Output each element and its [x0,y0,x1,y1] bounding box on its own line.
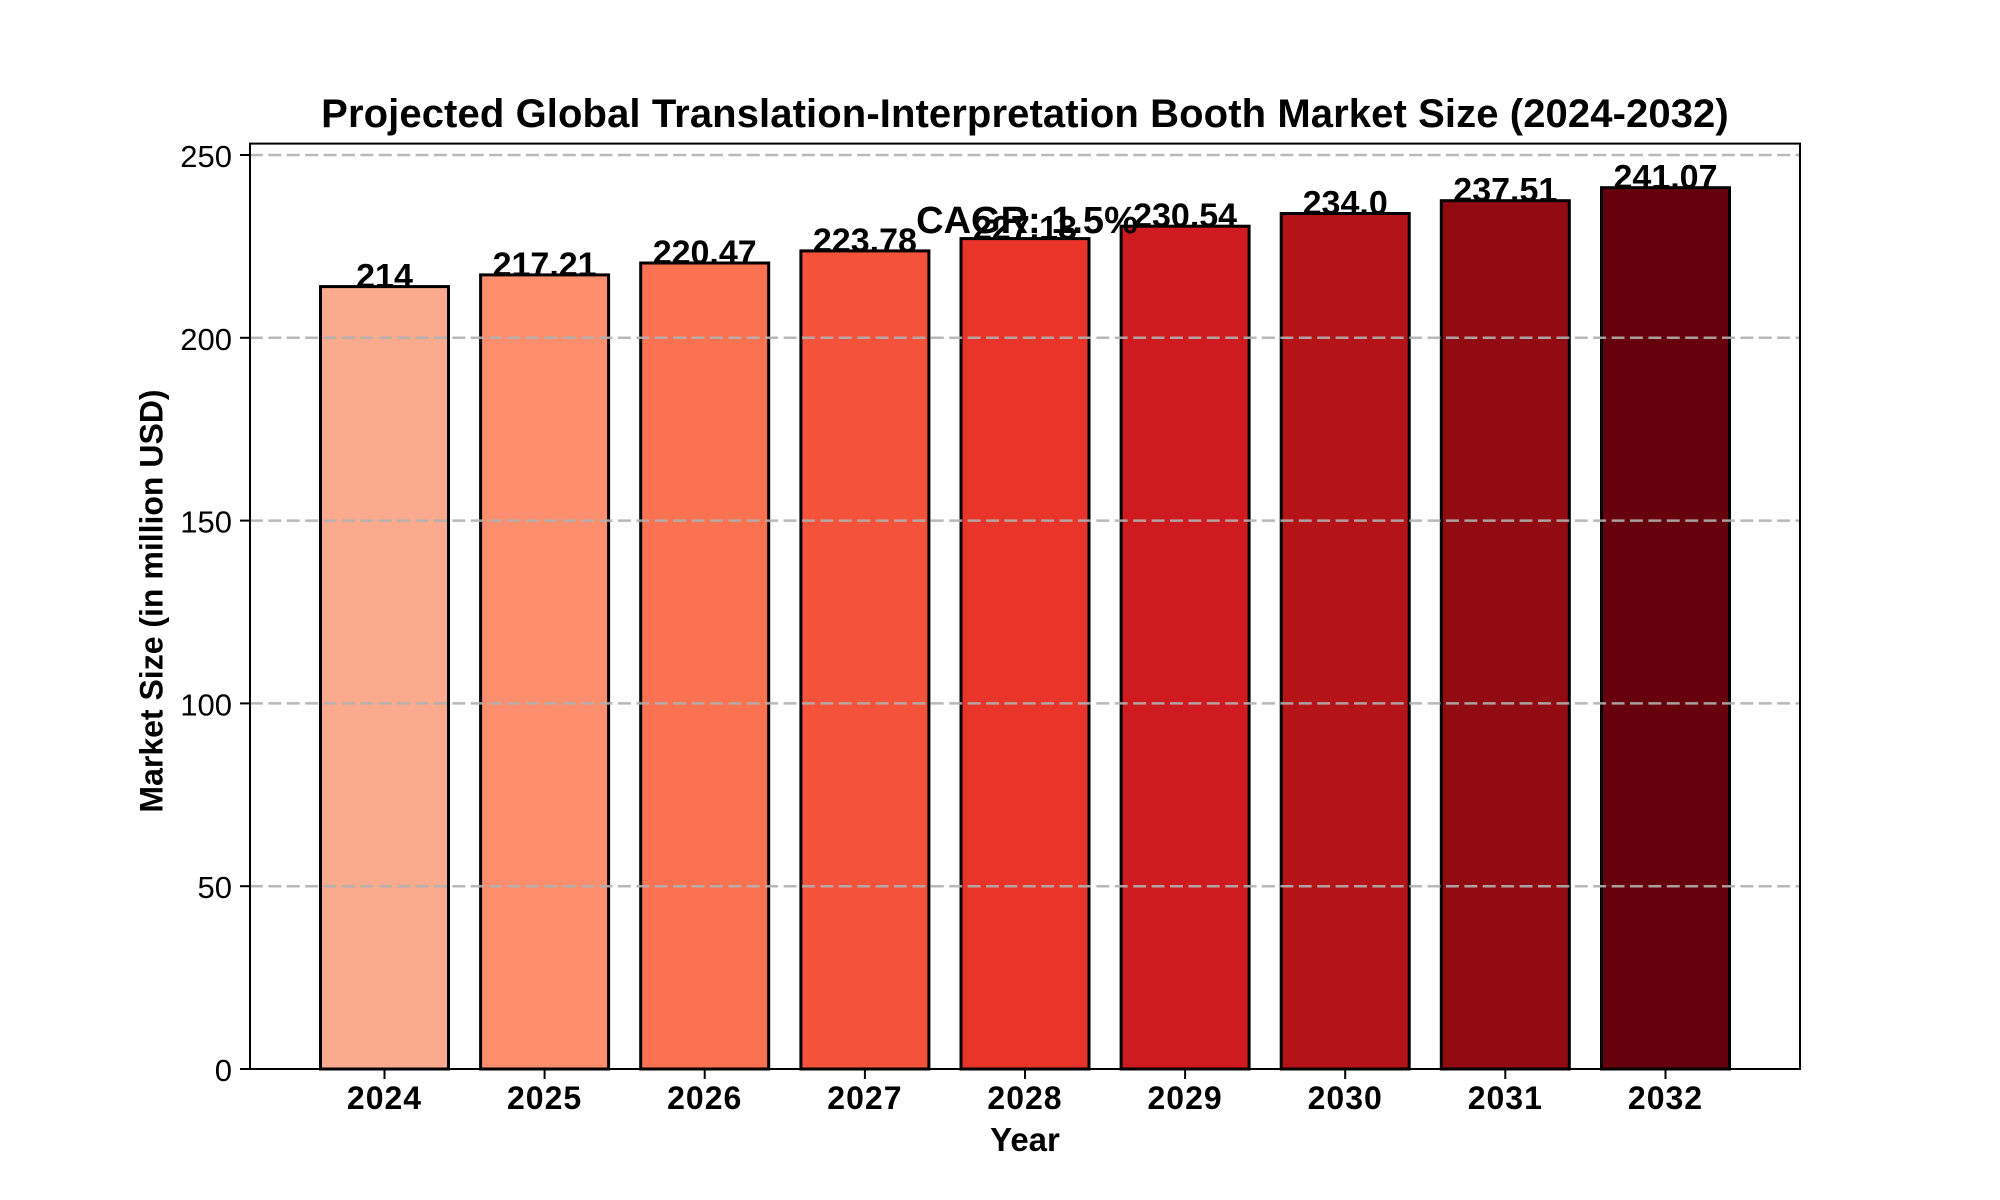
svg-text:223.78: 223.78 [813,222,917,260]
svg-text:230.54: 230.54 [1133,197,1237,235]
svg-text:217.21: 217.21 [493,246,597,284]
svg-text:241.07: 241.07 [1614,159,1718,197]
svg-text:Year: Year [990,1121,1060,1158]
svg-text:2026: 2026 [667,1080,742,1116]
svg-text:2031: 2031 [1468,1080,1543,1116]
svg-text:2024: 2024 [347,1080,422,1116]
svg-text:2032: 2032 [1628,1080,1703,1116]
svg-text:200: 200 [180,322,232,357]
svg-text:234.0: 234.0 [1303,185,1388,223]
svg-text:Projected Global Translation-I: Projected Global Translation-Interpretat… [321,92,1729,136]
svg-text:100: 100 [180,687,232,722]
svg-text:214: 214 [356,258,413,296]
svg-text:2025: 2025 [507,1080,582,1116]
svg-text:2028: 2028 [987,1080,1062,1116]
svg-text:CAGR: 1.5%: CAGR: 1.5% [916,200,1138,242]
svg-text:50: 50 [198,870,232,905]
svg-text:227.13: 227.13 [973,210,1077,248]
svg-text:150: 150 [180,505,232,540]
svg-text:2030: 2030 [1308,1080,1383,1116]
svg-text:2029: 2029 [1148,1080,1223,1116]
svg-text:2027: 2027 [827,1080,902,1116]
svg-text:0: 0 [215,1053,232,1088]
svg-text:237.51: 237.51 [1453,172,1557,210]
svg-text:Market Size (in million USD): Market Size (in million USD) [134,389,170,812]
svg-text:250: 250 [180,139,232,174]
svg-text:220.47: 220.47 [653,234,757,272]
